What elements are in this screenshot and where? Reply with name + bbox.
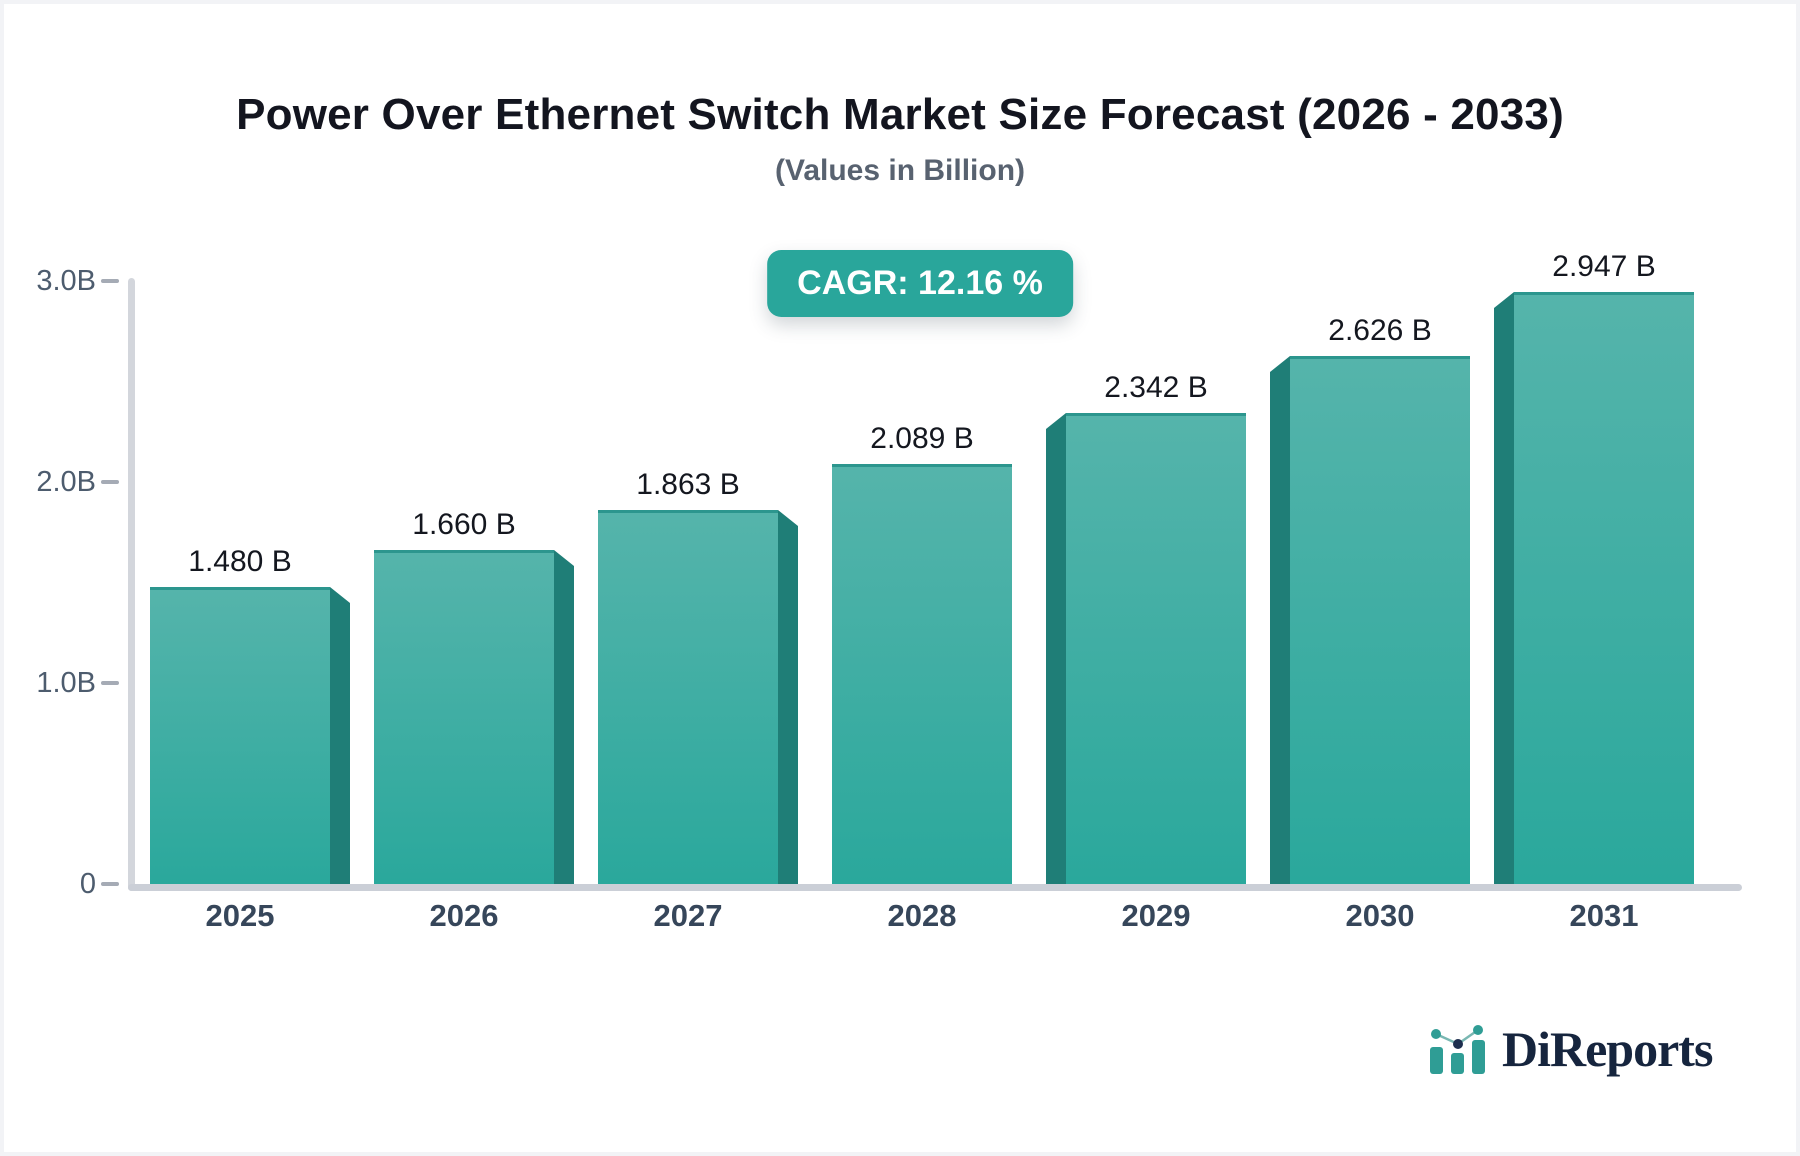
- bar-value-label: 2.342 B: [1104, 371, 1208, 404]
- x-axis-label-2026: 2026: [429, 898, 499, 933]
- bar-value-label: 2.626 B: [1328, 314, 1432, 347]
- bar-2028[interactable]: 2.089 B: [832, 422, 1012, 884]
- bar-side-face: [778, 510, 798, 884]
- y-tick-label: 2.0B: [36, 466, 96, 498]
- bar-2026[interactable]: 1.660 B: [374, 508, 574, 884]
- bar-2030[interactable]: 2.626 B: [1270, 314, 1470, 884]
- y-tick-label: 3.0B: [36, 265, 96, 297]
- chart-header: Power Over Ethernet Switch Market Size F…: [0, 90, 1800, 188]
- bar-2027[interactable]: 1.863 B: [598, 468, 798, 884]
- y-tick-mark: [101, 882, 119, 886]
- direports-logo: DiReports: [1428, 1021, 1713, 1077]
- bar-value-label: 2.947 B: [1552, 250, 1656, 283]
- y-tick-mark: [101, 279, 119, 283]
- bar-value-label: 1.863 B: [636, 468, 740, 501]
- x-axis-label-2027: 2027: [653, 898, 723, 933]
- page-subtitle: (Values in Billion): [774, 154, 1026, 187]
- x-axis-label-2031: 2031: [1569, 898, 1639, 933]
- bar-face: [374, 550, 554, 884]
- page-title: Power Over Ethernet Switch Market Size F…: [236, 90, 1564, 139]
- x-axis-label-2025: 2025: [205, 898, 275, 933]
- bar-2025[interactable]: 1.480 B: [150, 545, 350, 884]
- bar-face: [150, 587, 330, 884]
- bar-side-face: [1270, 356, 1290, 884]
- y-tick-mark: [101, 681, 119, 685]
- x-axis-label-2029: 2029: [1121, 898, 1191, 933]
- bar-chart-trend-icon: [1430, 1025, 1485, 1074]
- bar-value-label: 2.089 B: [870, 422, 974, 455]
- x-axis-line: [128, 884, 1742, 891]
- bar-value-label: 1.480 B: [188, 545, 292, 578]
- cagr-badge: CAGR: 12.16 %: [767, 250, 1073, 317]
- bar-face: [1290, 356, 1470, 884]
- y-tick-mark: [101, 480, 119, 484]
- bar-face: [598, 510, 778, 884]
- x-axis-label-2030: 2030: [1345, 898, 1415, 933]
- logo-wordmark: DiReports: [1502, 1021, 1713, 1077]
- bar-value-label: 1.660 B: [412, 508, 516, 541]
- bar-2029[interactable]: 2.342 B: [1046, 371, 1246, 884]
- bar-side-face: [1494, 292, 1514, 884]
- bar-side-face: [554, 550, 574, 884]
- bar-2031[interactable]: 2.947 B: [1494, 250, 1694, 884]
- y-axis-line: [128, 278, 135, 891]
- bar-face: [1514, 292, 1694, 884]
- bar-face: [1066, 413, 1246, 884]
- y-tick-label: 0: [79, 868, 96, 900]
- bar-face: [832, 464, 1012, 884]
- bar-side-face: [330, 587, 350, 884]
- y-tick-label: 1.0B: [36, 667, 96, 699]
- x-axis-label-2028: 2028: [887, 898, 957, 933]
- bar-side-face: [1046, 413, 1066, 884]
